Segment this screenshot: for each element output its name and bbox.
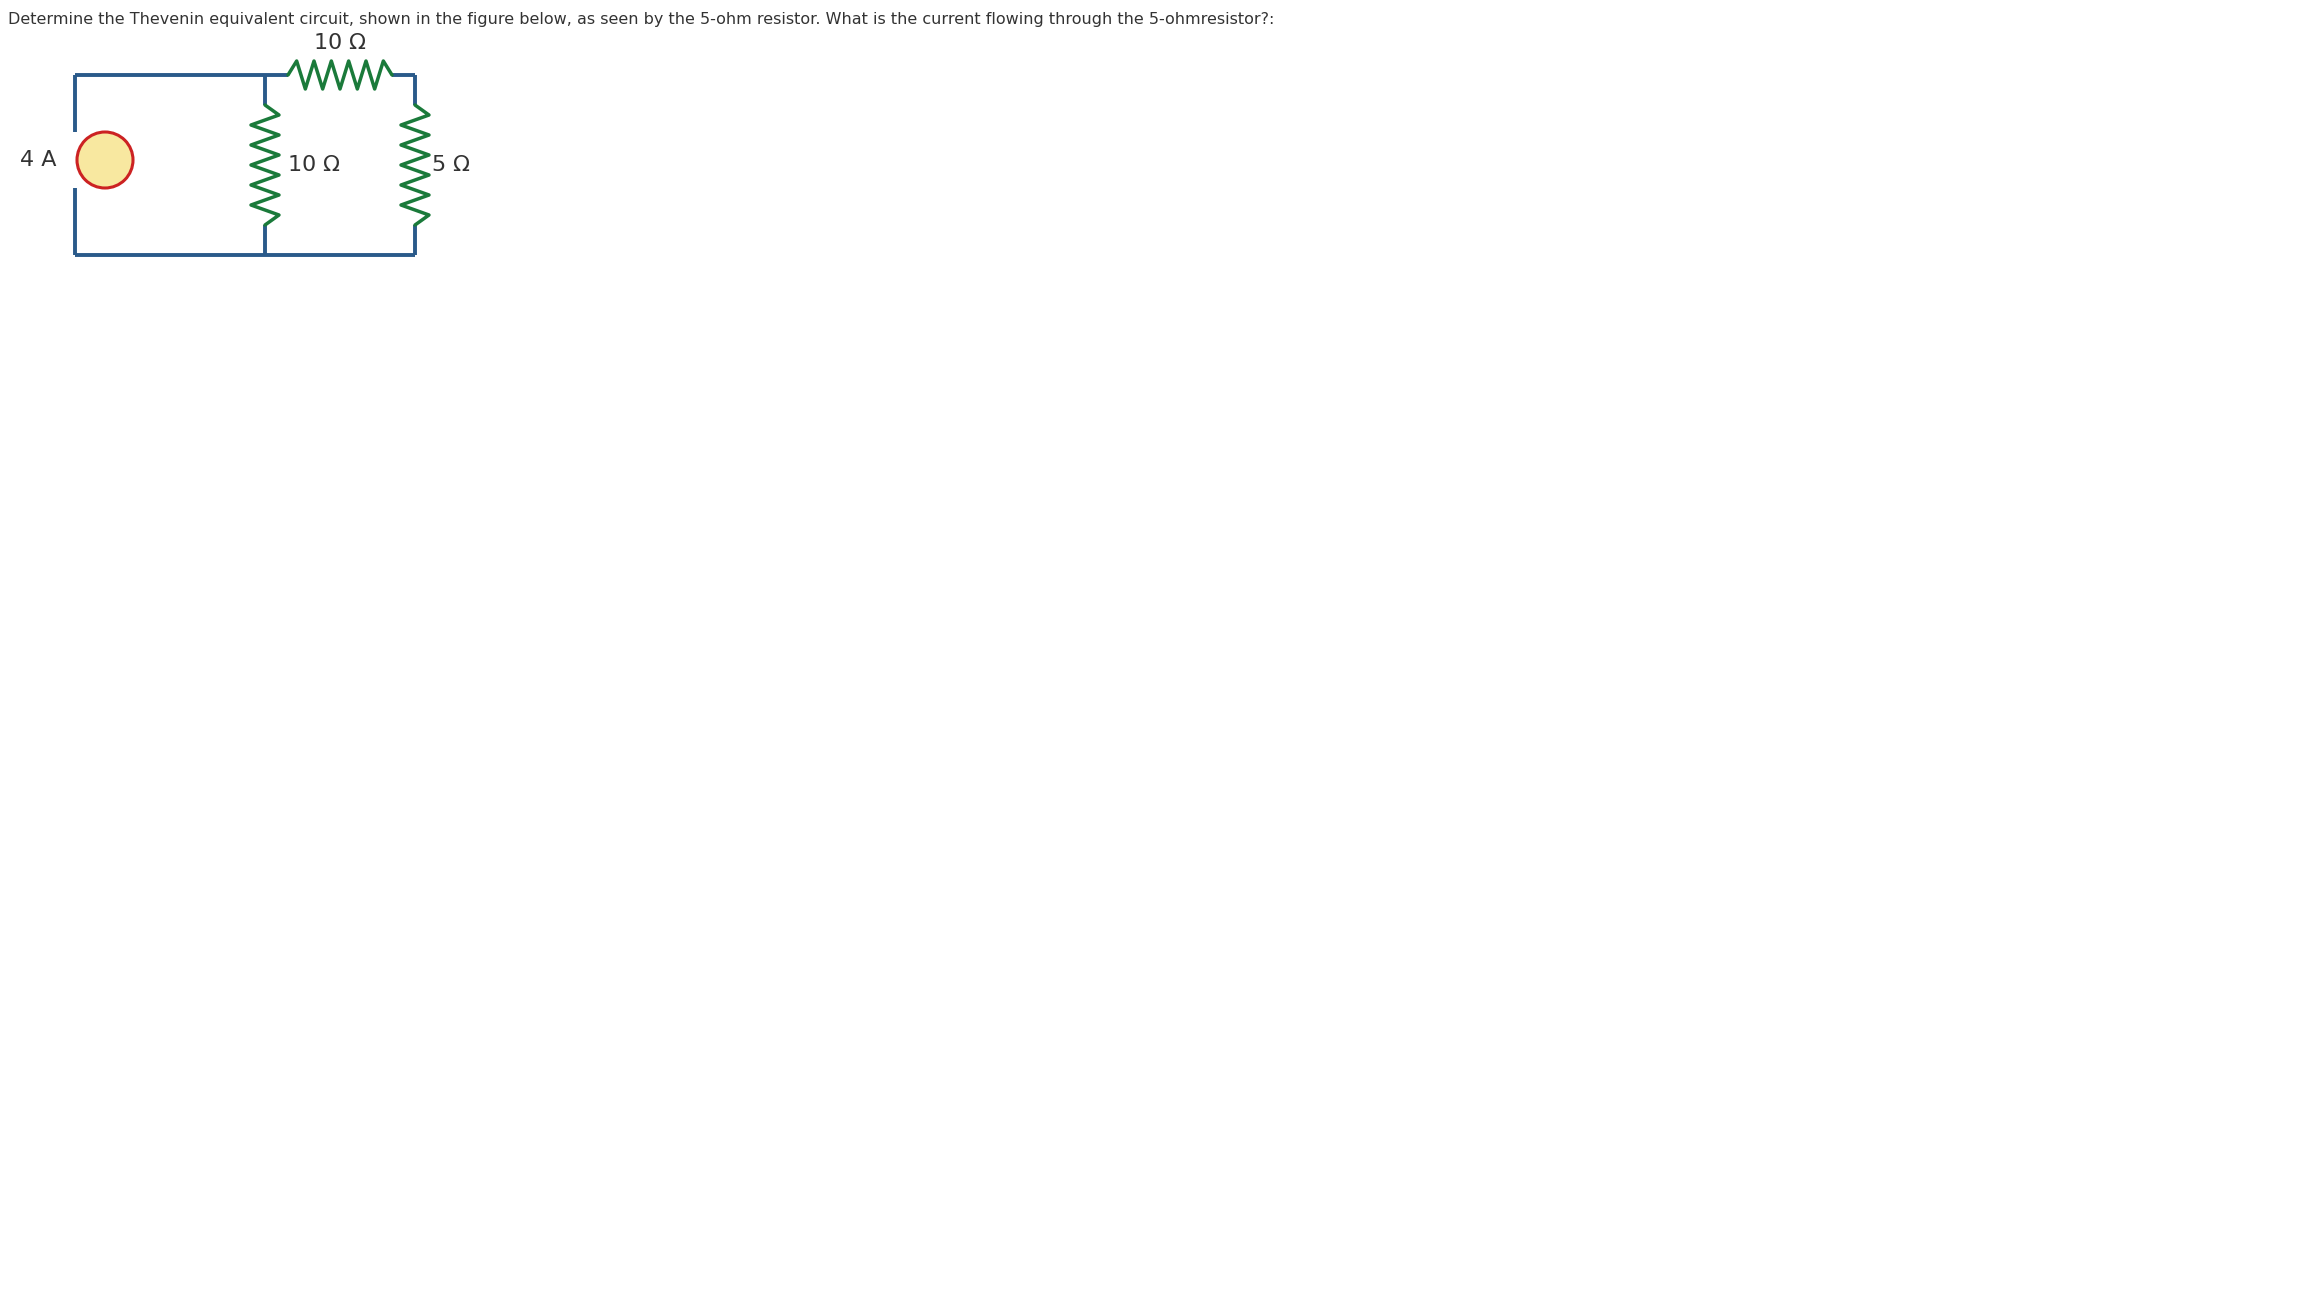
Text: 5 $\Omega$: 5 $\Omega$ bbox=[431, 156, 470, 175]
Text: 10 $\Omega$: 10 $\Omega$ bbox=[288, 156, 341, 175]
Text: Determine the Thevenin equivalent circuit, shown in the figure below, as seen by: Determine the Thevenin equivalent circui… bbox=[7, 12, 1274, 27]
Circle shape bbox=[76, 132, 134, 188]
Text: 10 $\Omega$: 10 $\Omega$ bbox=[313, 32, 366, 53]
Text: 4 A: 4 A bbox=[21, 150, 58, 170]
